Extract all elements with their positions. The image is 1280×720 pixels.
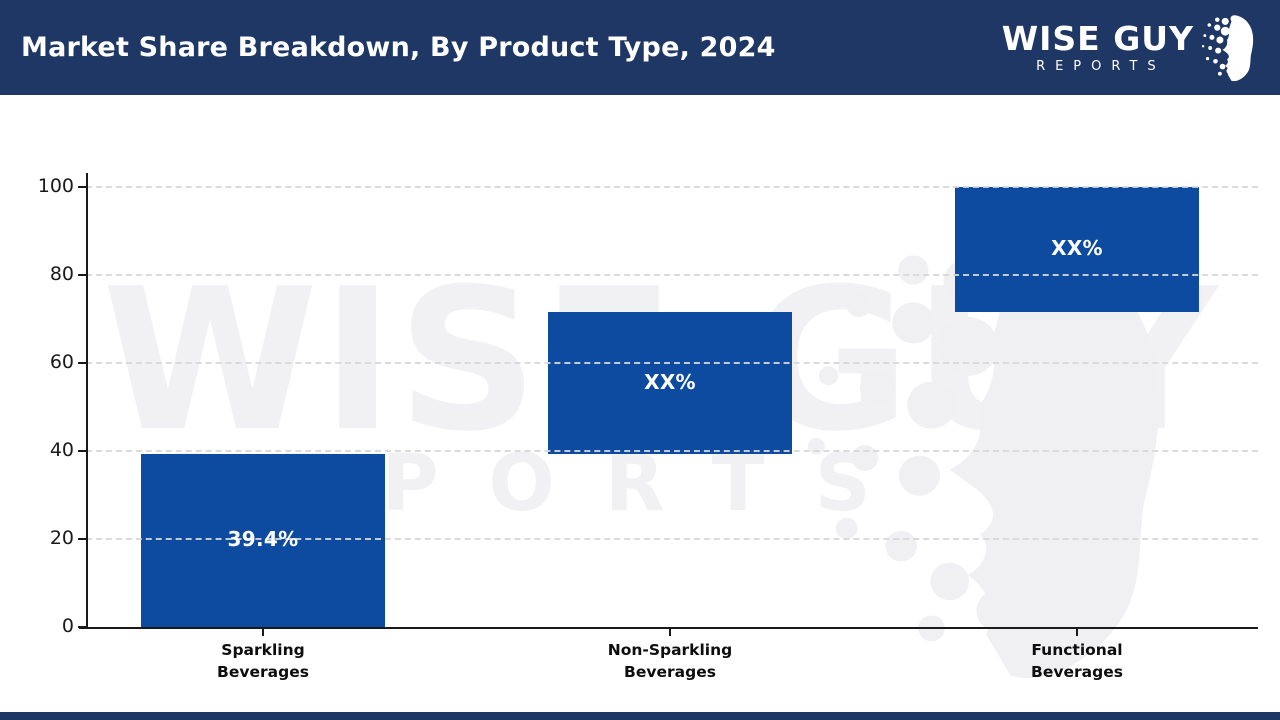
x-axis-line <box>79 627 1258 629</box>
y-tick-label: 40 <box>49 439 74 461</box>
x-tick-mark <box>262 629 264 636</box>
y-tick-label: 60 <box>49 351 74 373</box>
x-category-label: Non-Sparkling Beverages <box>607 641 733 681</box>
x-category-label: Functional Beverages <box>1031 641 1123 681</box>
y-tick-mark <box>78 538 86 540</box>
x-tick-mark <box>669 629 671 636</box>
gridline-100 <box>86 186 1258 188</box>
bar-value-label: XX% <box>644 369 696 394</box>
logo-subtext: REPORTS <box>1036 58 1166 74</box>
y-tick-mark <box>78 450 86 452</box>
y-tick-mark <box>78 362 86 364</box>
bar-value-label: XX% <box>1051 236 1103 261</box>
bar-3 <box>955 187 1199 312</box>
bar-1 <box>141 453 385 627</box>
y-axis-line <box>86 173 88 629</box>
x-category-label: Sparkling Beverages <box>217 641 309 681</box>
y-tick-label: 20 <box>49 527 74 549</box>
chart-area: WISE GUY REPORTS 02040608010039.4%Sparkl… <box>0 95 1280 712</box>
y-tick-mark <box>78 274 86 276</box>
y-tick-mark <box>78 626 86 628</box>
y-tick-label: 100 <box>37 175 74 197</box>
y-tick-label: 80 <box>49 263 74 285</box>
y-tick-mark <box>78 186 86 188</box>
header-banner: Market Share Breakdown, By Product Type,… <box>0 0 1280 95</box>
plot: 0 20 40 60 80 100 39.4% Sparkling Beverages XX% N… <box>0 95 1280 712</box>
page-title: Market Share Breakdown, By Product Type,… <box>21 31 776 63</box>
gridline-40 <box>86 450 1258 452</box>
gridline-20 <box>86 538 1258 540</box>
bar-value-label: 39.4% <box>227 527 299 552</box>
bar-2 <box>548 311 792 454</box>
logo-wordmark: WISE GUY <box>1001 18 1194 58</box>
gridline-80 <box>86 274 1258 276</box>
wise-guy-face-icon <box>1201 14 1254 81</box>
gridline-60 <box>86 362 1258 364</box>
brand-logo: WISE GUY REPORTS <box>1002 10 1258 86</box>
y-tick-label: 0 <box>61 615 74 637</box>
footer-bar <box>0 712 1280 720</box>
x-tick-mark <box>1076 629 1078 636</box>
brand-logo-text: WISE GUY REPORTS <box>1002 22 1194 74</box>
